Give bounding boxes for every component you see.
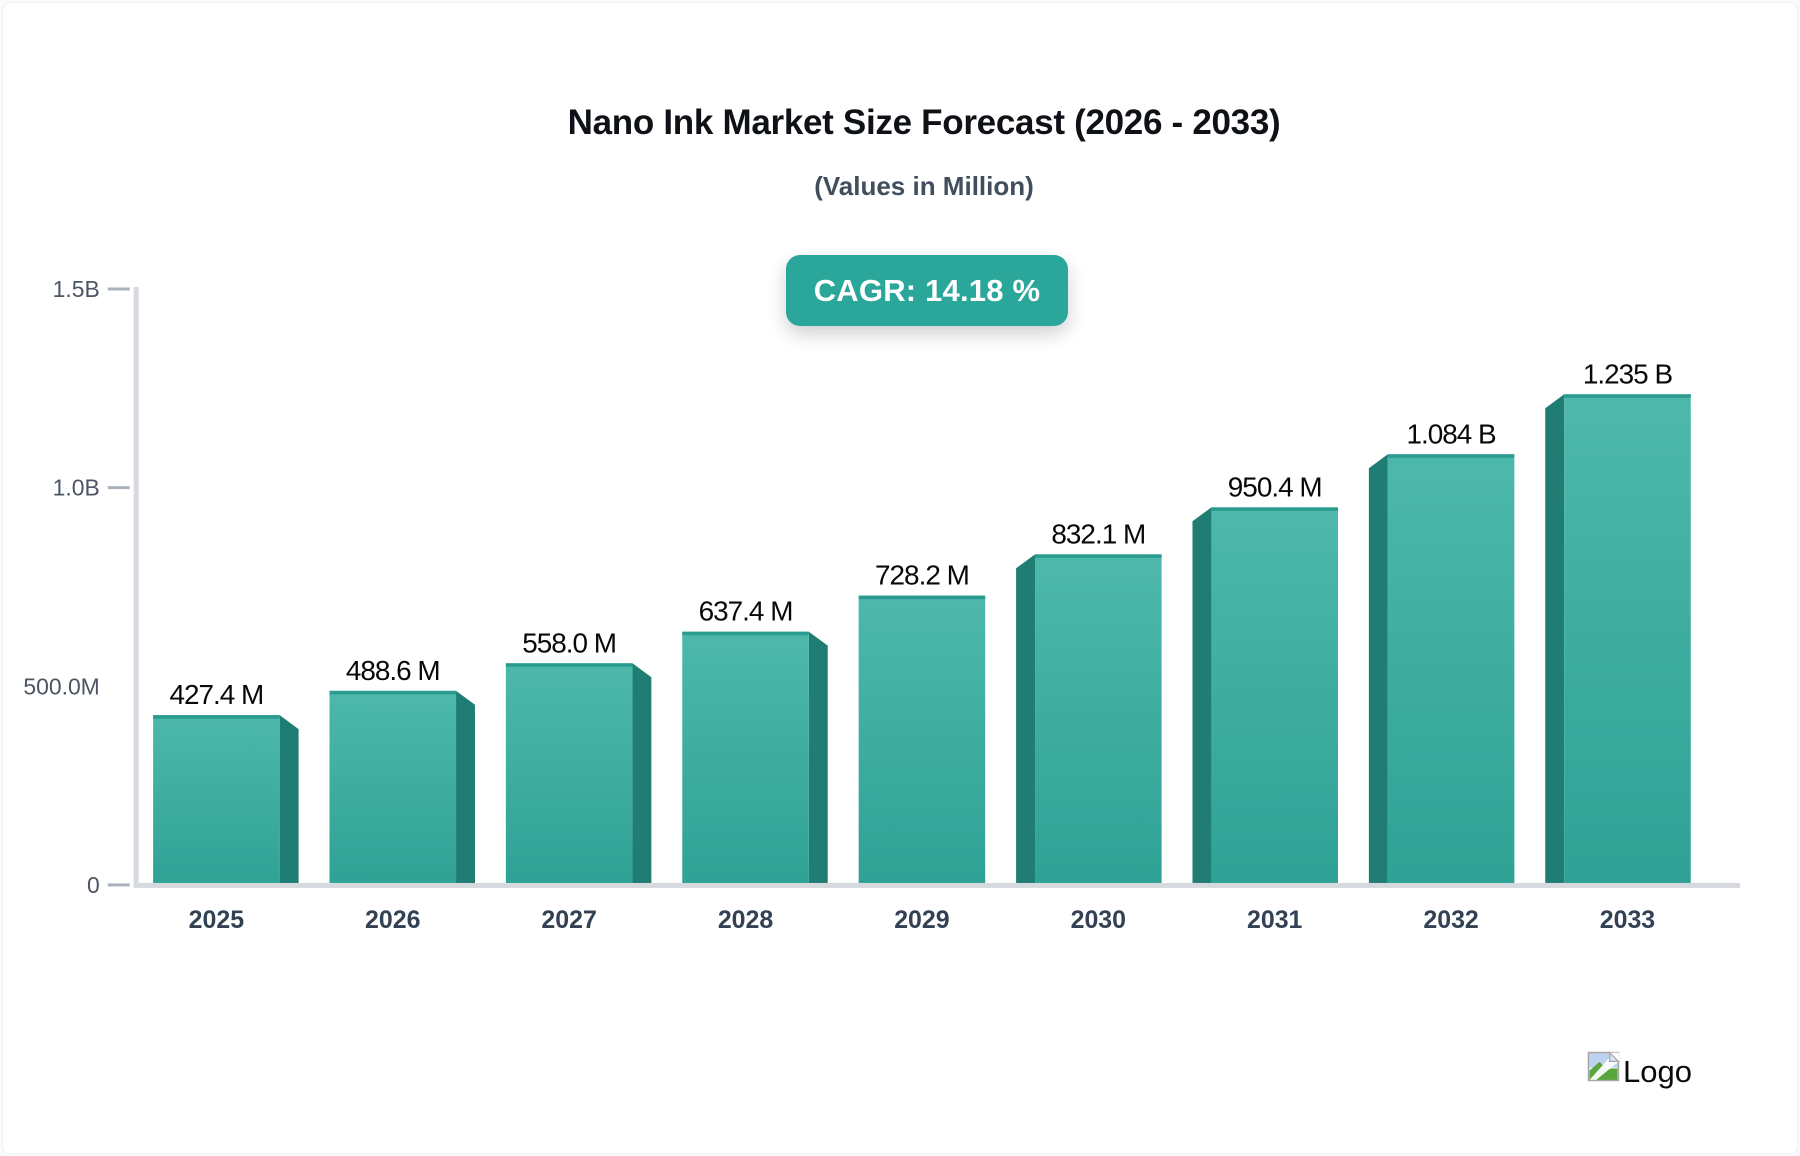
bar-value-label-2029: 728.2 M bbox=[875, 560, 969, 591]
bar-top-edge-2028 bbox=[682, 631, 809, 636]
bar-value-label-2027: 558.0 M bbox=[522, 627, 616, 658]
bar-top-edge-2027 bbox=[505, 663, 633, 667]
bar-2029 bbox=[858, 595, 986, 885]
x-axis-label-2033: 2033 bbox=[1600, 906, 1655, 934]
bar-2031 bbox=[1211, 507, 1338, 885]
bar-top-edge-2031 bbox=[1211, 507, 1338, 511]
cagr-badge: CAGR: 14.18 % bbox=[786, 255, 1068, 326]
bar-chart: 427.4 M 488.6 M 558.0 M 637.4 M 728.2 M 832.1… bbox=[23, 276, 1741, 934]
bar-side-2026 bbox=[456, 690, 475, 885]
x-axis-label-2030: 2030 bbox=[1071, 906, 1126, 934]
x-axis-label-2027: 2027 bbox=[541, 906, 596, 934]
y-tick-dash-0 bbox=[107, 883, 130, 887]
bar-side-2028 bbox=[808, 631, 828, 885]
broken-image-icon bbox=[1587, 1051, 1620, 1082]
logo-text: Logo bbox=[1623, 1054, 1692, 1089]
y-tick-dash-1.5B bbox=[107, 287, 130, 291]
bar-2027 bbox=[505, 663, 633, 885]
bar-2025 bbox=[153, 715, 280, 885]
x-axis-label-2032: 2032 bbox=[1423, 906, 1478, 934]
logo: Logo bbox=[1587, 1043, 1692, 1087]
y-axis-line bbox=[133, 287, 139, 887]
y-tick-label-1.0B: 1.0B bbox=[53, 475, 100, 501]
x-axis-label-2028: 2028 bbox=[718, 906, 774, 934]
bar-value-label-2025: 427.4 M bbox=[169, 679, 263, 710]
bar-value-label-2032: 1.084 B bbox=[1407, 418, 1497, 449]
bar-value-label-2028: 637.4 M bbox=[699, 596, 793, 627]
bar-top-edge-2026 bbox=[329, 690, 457, 695]
x-axis-line bbox=[133, 882, 1741, 888]
chart-subtitle: (Values in Million) bbox=[814, 171, 1034, 201]
bar-value-label-2031: 950.4 M bbox=[1228, 471, 1322, 502]
x-axis-label-2031: 2031 bbox=[1247, 906, 1303, 934]
bar-top-edge-2033 bbox=[1564, 394, 1691, 398]
chart-title: Nano Ink Market Size Forecast (2026 - 20… bbox=[567, 103, 1281, 142]
bar-top-edge-2029 bbox=[858, 595, 986, 600]
y-tick-label-0: 0 bbox=[87, 872, 100, 898]
bar-top-edge-2030 bbox=[1035, 554, 1162, 558]
bar-side-2032 bbox=[1368, 454, 1388, 885]
bar-value-label-2026: 488.6 M bbox=[346, 655, 440, 686]
bar-2033 bbox=[1564, 394, 1691, 885]
x-axis-label-2029: 2029 bbox=[894, 906, 949, 934]
bar-top-edge-2032 bbox=[1387, 454, 1515, 458]
bar-2028 bbox=[682, 631, 809, 885]
bar-side-2033 bbox=[1545, 394, 1565, 885]
y-tick-label-1.5B: 1.5B bbox=[53, 276, 100, 302]
y-tick-label-500.0M: 500.0M bbox=[23, 673, 99, 699]
y-tick-dash-1.0B bbox=[107, 486, 130, 490]
x-axis-label-2026: 2026 bbox=[365, 906, 420, 934]
bar-side-2031 bbox=[1192, 507, 1212, 885]
bar-value-label-2030: 832.1 M bbox=[1051, 518, 1145, 549]
bar-value-label-2033: 1.235 B bbox=[1583, 358, 1673, 389]
bar-side-2025 bbox=[279, 715, 299, 885]
bar-side-2030 bbox=[1016, 554, 1036, 885]
bar-top-edge-2025 bbox=[153, 715, 280, 719]
bar-side-2027 bbox=[632, 663, 652, 885]
bar-2030 bbox=[1035, 554, 1162, 885]
bar-2026 bbox=[329, 690, 457, 885]
x-axis-label-2025: 2025 bbox=[189, 906, 245, 934]
bar-2032 bbox=[1387, 454, 1515, 885]
